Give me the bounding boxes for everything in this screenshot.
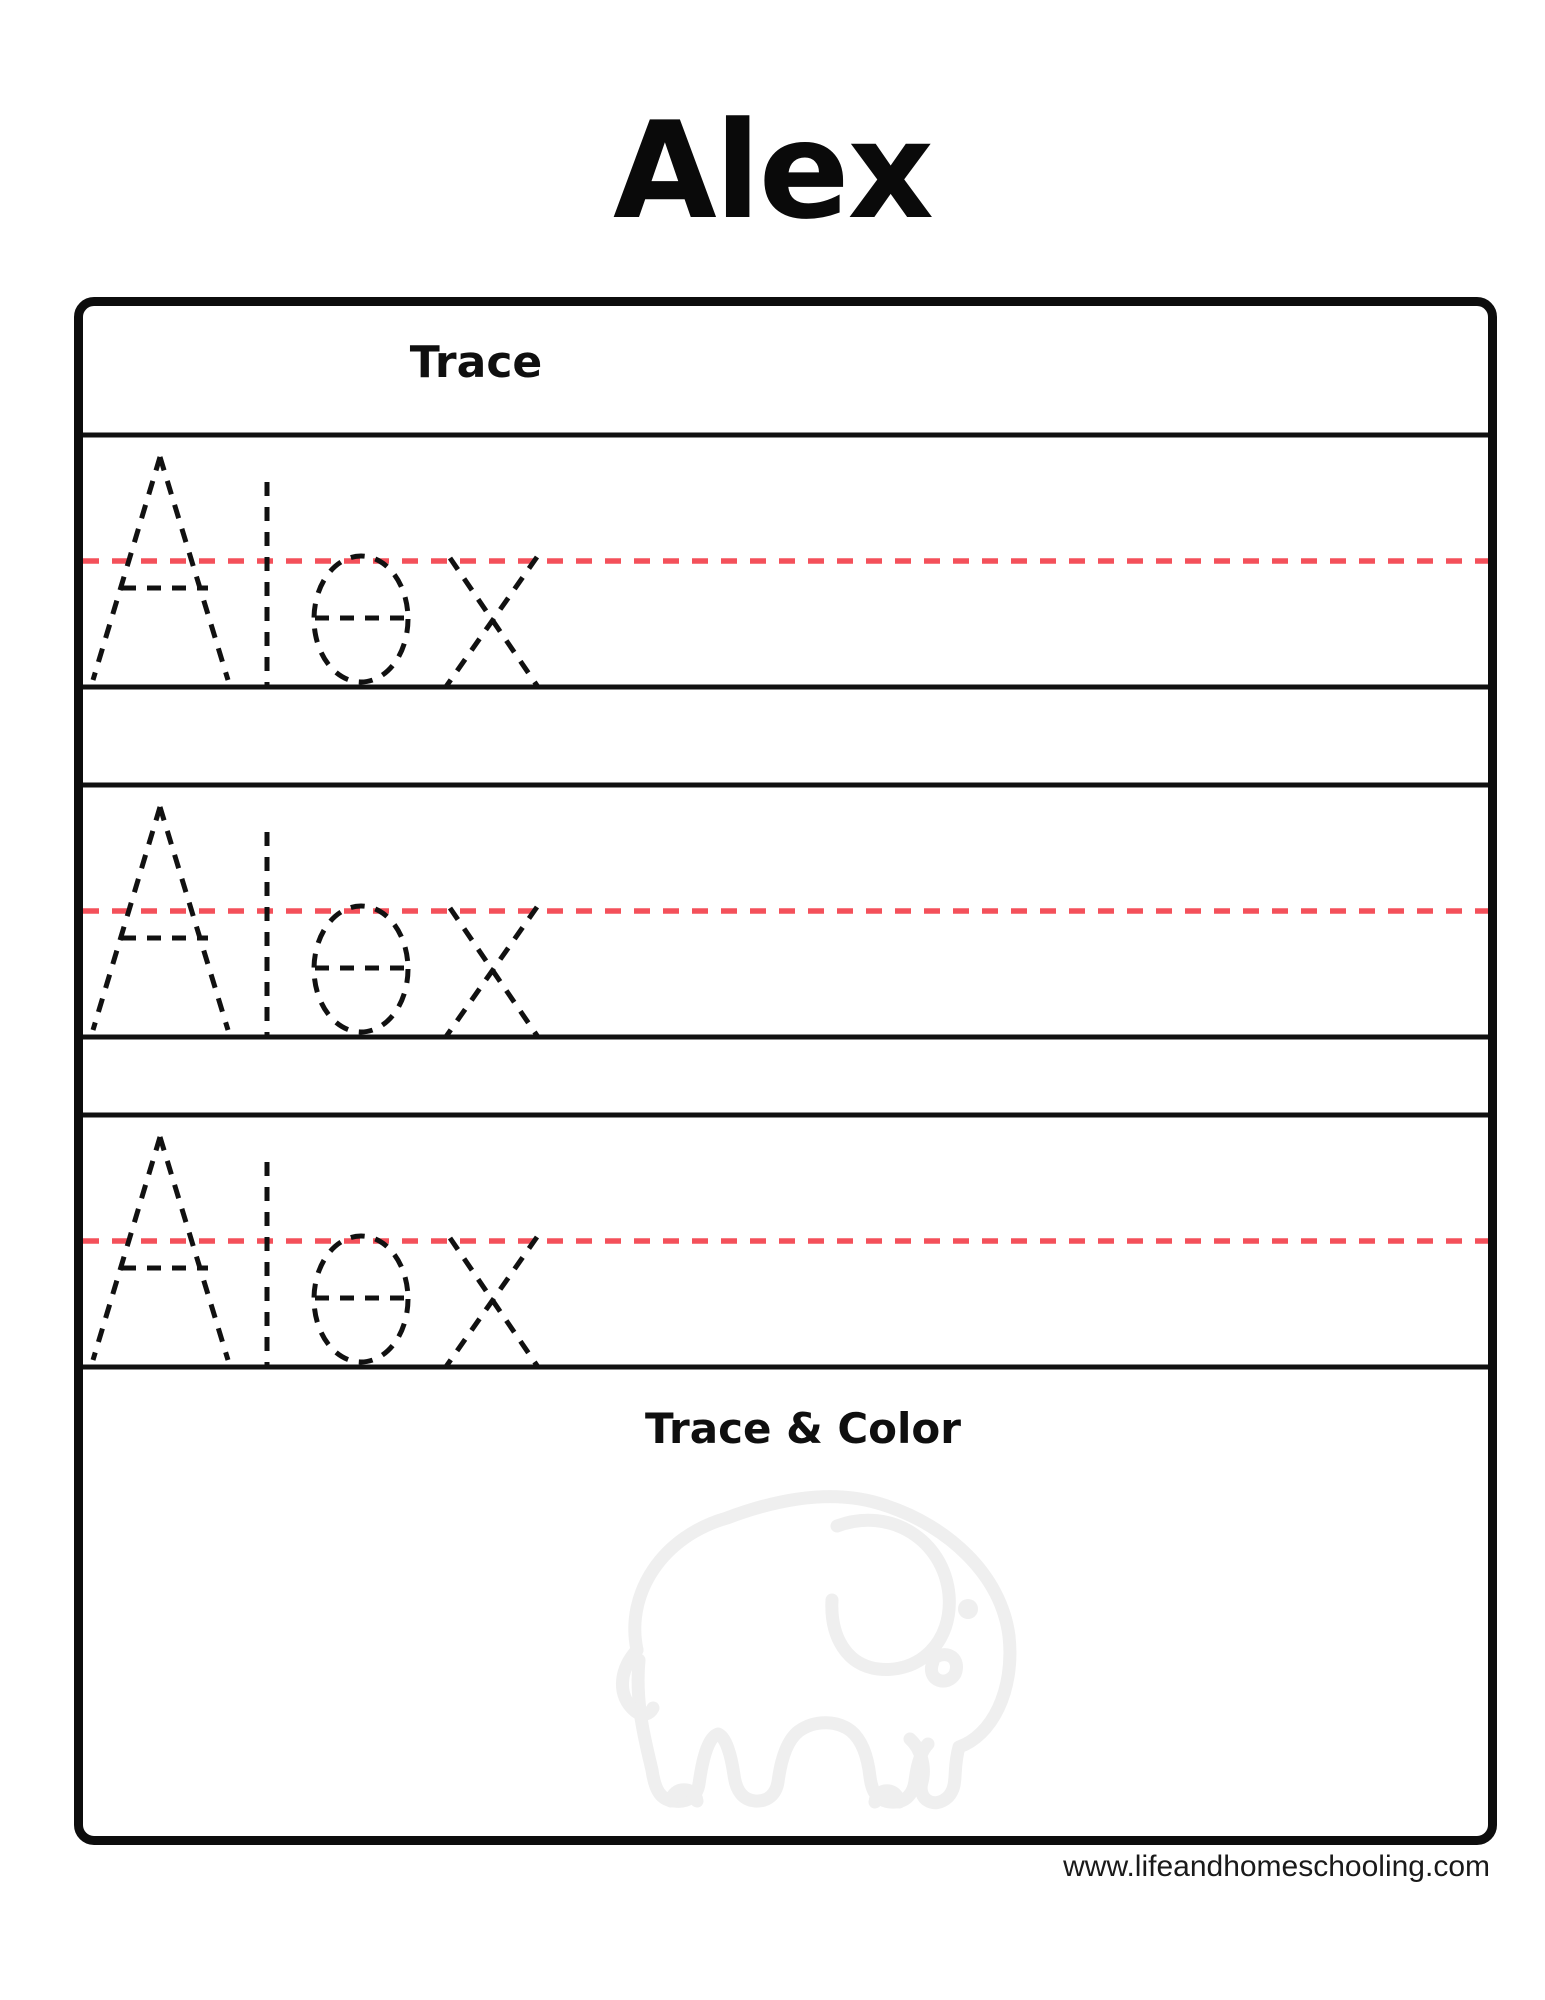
elephant-eye xyxy=(958,1599,978,1619)
section-label-trace: Trace xyxy=(409,337,543,388)
worksheet-border-box xyxy=(74,297,1497,1845)
trace-row-1 xyxy=(83,432,1488,694)
trace-row-2 xyxy=(83,782,1488,1044)
elephant-outline-image xyxy=(616,1490,1017,1810)
section-label-trace-and-color: Trace & Color xyxy=(645,1404,961,1453)
page-title: Alex xyxy=(613,93,934,249)
website-url: www.lifeandhomeschooling.com xyxy=(1063,1850,1490,1883)
trace-row-3 xyxy=(83,1112,1488,1374)
